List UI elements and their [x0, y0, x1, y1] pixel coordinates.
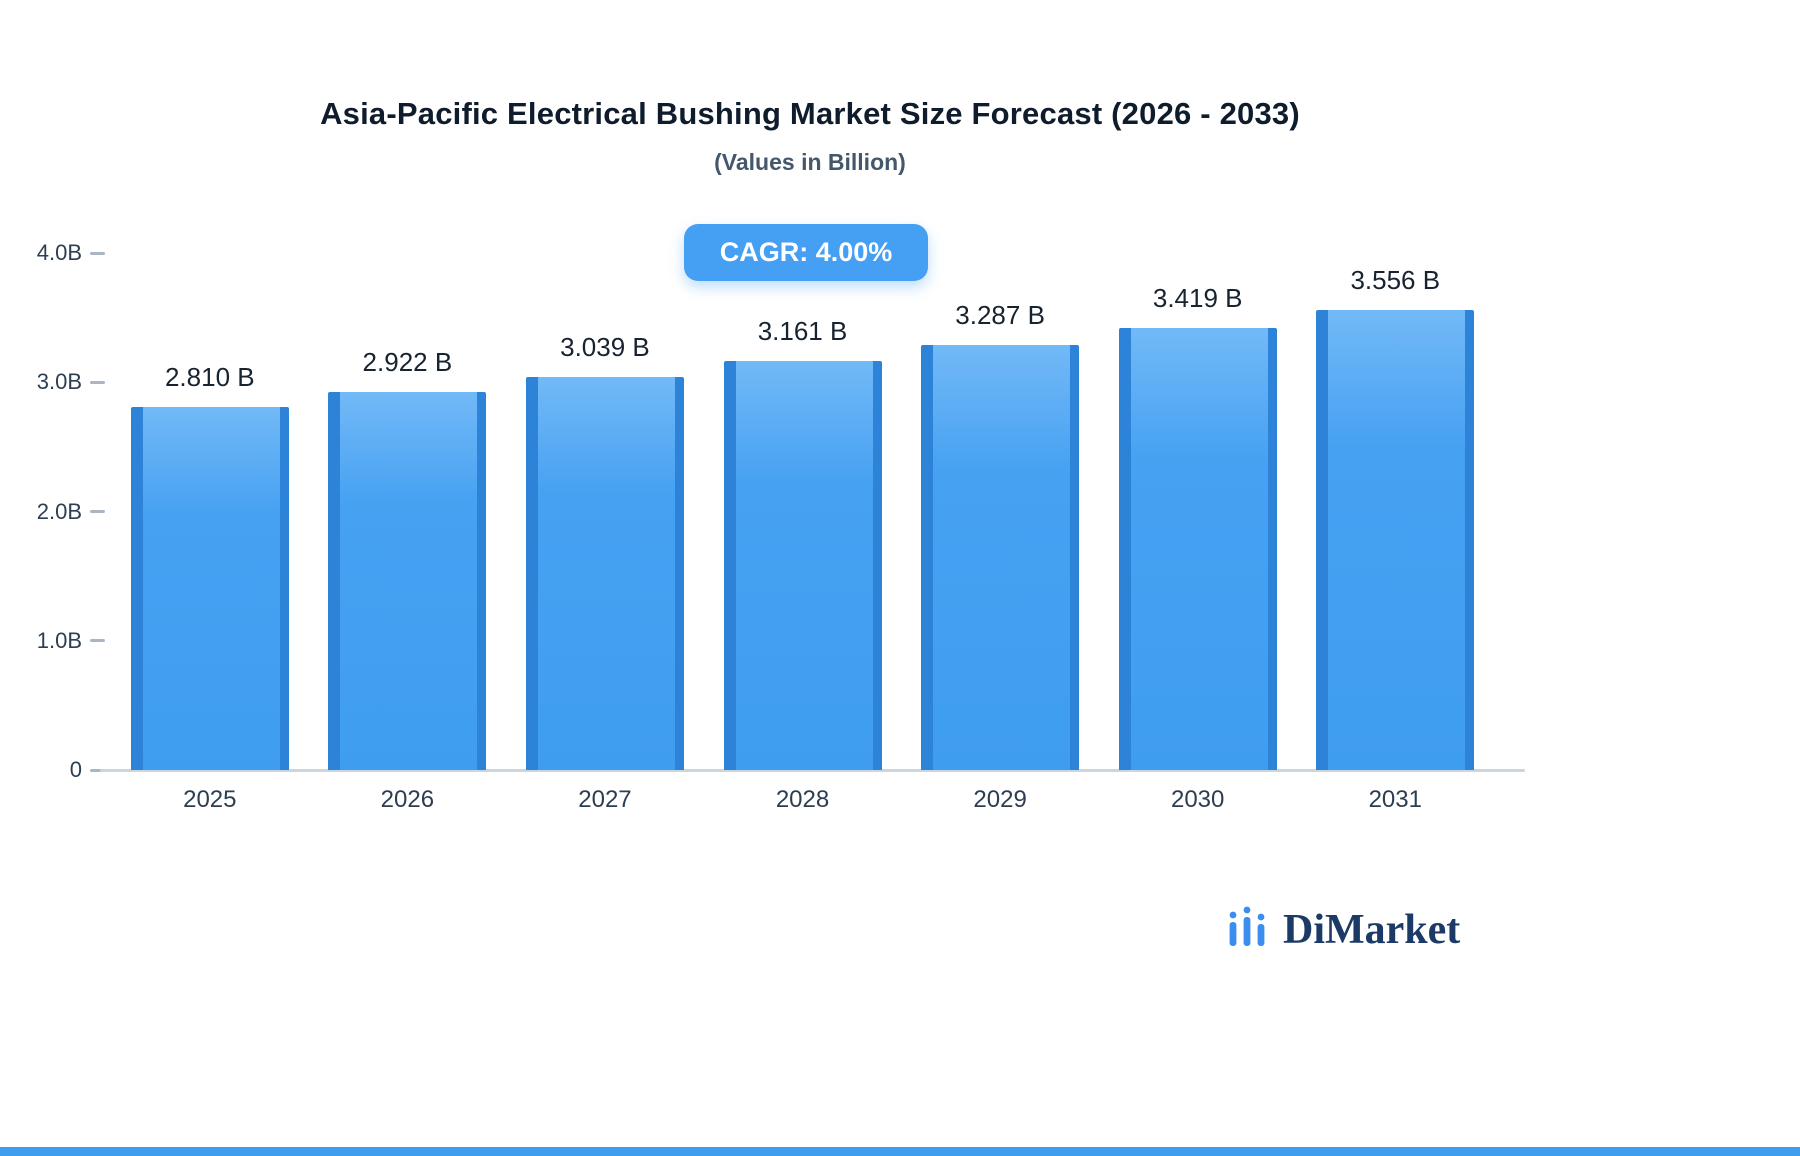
- x-axis-label-2029: 2029: [973, 786, 1027, 813]
- bar-2025[interactable]: [130, 406, 289, 770]
- y-axis-tick-label: 0: [69, 757, 82, 782]
- bar-value-label: 2.810 B: [164, 361, 255, 392]
- y-axis-tick-mark: [90, 639, 105, 643]
- bar-slot-2028: 3.161 B: [704, 253, 902, 770]
- y-axis-tick-label: 2.0B: [36, 498, 82, 524]
- x-axis-label-2027: 2027: [578, 786, 632, 813]
- y-axis-tick-label: 4.0B: [36, 240, 82, 265]
- y-axis-tick-mark: [90, 510, 105, 513]
- y-axis-tick-mark: [90, 380, 105, 384]
- y-axis-tick-label: 1.0B: [36, 627, 82, 653]
- bars-row: 2.810 B 2.922 B 3.039 B 3.161 B 3.287 B 3.419…: [111, 253, 1494, 770]
- bottom-accent-bar: [0, 1147, 1800, 1156]
- bar-2027[interactable]: [525, 377, 684, 770]
- cagr-badge-label: CAGR: 4.00%: [719, 237, 893, 267]
- bar-slot-2025: 2.810 B: [111, 253, 309, 770]
- bar-slot-2027: 3.039 B: [506, 253, 704, 770]
- bar-value-label: 3.287 B: [955, 300, 1045, 331]
- bar-slot-2031: 3.556 B: [1296, 253, 1494, 770]
- y-axis-tick-mark: [90, 768, 105, 772]
- x-axis-label-2025: 2025: [183, 786, 237, 813]
- bar-value-label: 3.039 B: [560, 332, 650, 363]
- brand-logo: DiMarket: [1225, 905, 1460, 954]
- bar-2026[interactable]: [328, 392, 487, 770]
- x-axis-baseline: [100, 769, 1525, 772]
- x-axis-label-2028: 2028: [775, 786, 830, 813]
- brand-logo-icon: [1225, 905, 1271, 954]
- y-axis-tick-mark: [90, 251, 105, 255]
- bar-slot-2026: 2.922 B: [309, 253, 507, 770]
- page-subtitle: (Values in Billion): [714, 149, 906, 175]
- brand-name: DiMarket: [1283, 906, 1461, 953]
- bar-value-label: 3.419 B: [1152, 283, 1243, 314]
- bar-value-label: 3.161 B: [757, 316, 848, 347]
- x-axis-label-2030: 2030: [1170, 786, 1225, 813]
- page-title: Asia-Pacific Electrical Bushing Market S…: [320, 96, 1300, 131]
- x-axis-label-2026: 2026: [380, 786, 435, 813]
- bar-2029[interactable]: [921, 345, 1080, 770]
- bar-slot-2030: 3.419 B: [1099, 253, 1297, 770]
- bar-slot-2029: 3.287 B: [901, 253, 1099, 770]
- bar-2031[interactable]: [1316, 310, 1475, 770]
- bar-value-label: 3.556 B: [1350, 265, 1441, 296]
- x-axis-label-2031: 2031: [1368, 786, 1422, 813]
- bar-value-label: 2.922 B: [362, 347, 453, 378]
- bar-2030[interactable]: [1118, 328, 1277, 770]
- bar-2028[interactable]: [723, 361, 882, 770]
- x-axis-labels: 2025 2026 2027 2028 2029 2030 2031: [111, 786, 1494, 814]
- y-axis-tick-label: 3.0B: [36, 369, 82, 395]
- cagr-badge: CAGR: 4.00%: [684, 224, 928, 281]
